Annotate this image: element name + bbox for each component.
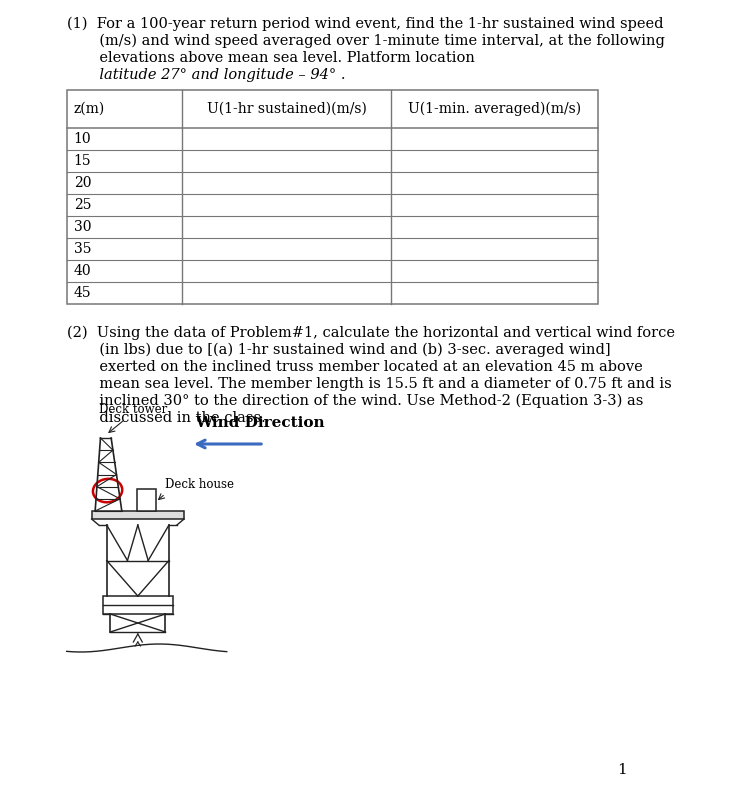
Text: elevations above mean sea level. Platform location: elevations above mean sea level. Platfor…: [67, 51, 475, 65]
Text: Deck tower: Deck tower: [99, 403, 167, 416]
Text: (1)  For a 100-year return period wind event, find the 1-hr sustained wind speed: (1) For a 100-year return period wind ev…: [67, 17, 663, 32]
Text: discussed in the class.: discussed in the class.: [67, 411, 265, 425]
Text: 30: 30: [74, 220, 91, 234]
Text: 1: 1: [617, 763, 627, 777]
Text: 35: 35: [74, 242, 91, 256]
Text: latitude 27° and longitude – 94° .: latitude 27° and longitude – 94° .: [67, 68, 345, 82]
Text: (2)  Using the data of Problem#1, calculate the horizontal and vertical wind for: (2) Using the data of Problem#1, calcula…: [67, 326, 675, 341]
Text: 10: 10: [74, 132, 92, 146]
Text: z(m): z(m): [74, 102, 105, 116]
Text: U(1-hr sustained)(m/s): U(1-hr sustained)(m/s): [207, 102, 367, 116]
Bar: [103, 596, 172, 614]
Text: U(1-min. averaged)(m/s): U(1-min. averaged)(m/s): [408, 102, 581, 116]
Text: mean sea level. The member length is 15.5 ft and a diameter of 0.75 ft and is: mean sea level. The member length is 15.…: [67, 377, 672, 391]
Text: 15: 15: [74, 154, 92, 168]
Text: (in lbs) due to [(a) 1-hr sustained wind and (b) 3-sec. averaged wind]: (in lbs) due to [(a) 1-hr sustained wind…: [67, 343, 611, 357]
Bar: [92, 511, 184, 519]
Text: (m/s) and wind speed averaged over 1-minute time interval, at the following: (m/s) and wind speed averaged over 1-min…: [67, 34, 665, 48]
Bar: [67, 90, 598, 304]
Text: Wind Direction: Wind Direction: [196, 416, 326, 430]
Text: 20: 20: [74, 176, 91, 190]
Text: 25: 25: [74, 198, 91, 212]
Text: inclined 30° to the direction of the wind. Use Method-2 (Equation 3-3) as: inclined 30° to the direction of the win…: [67, 394, 643, 409]
Text: 45: 45: [74, 286, 92, 300]
Text: exerted on the inclined truss member located at an elevation 45 m above: exerted on the inclined truss member loc…: [67, 360, 642, 374]
Text: Deck house: Deck house: [165, 478, 235, 490]
Text: 40: 40: [74, 264, 92, 278]
Bar: [137, 489, 156, 511]
